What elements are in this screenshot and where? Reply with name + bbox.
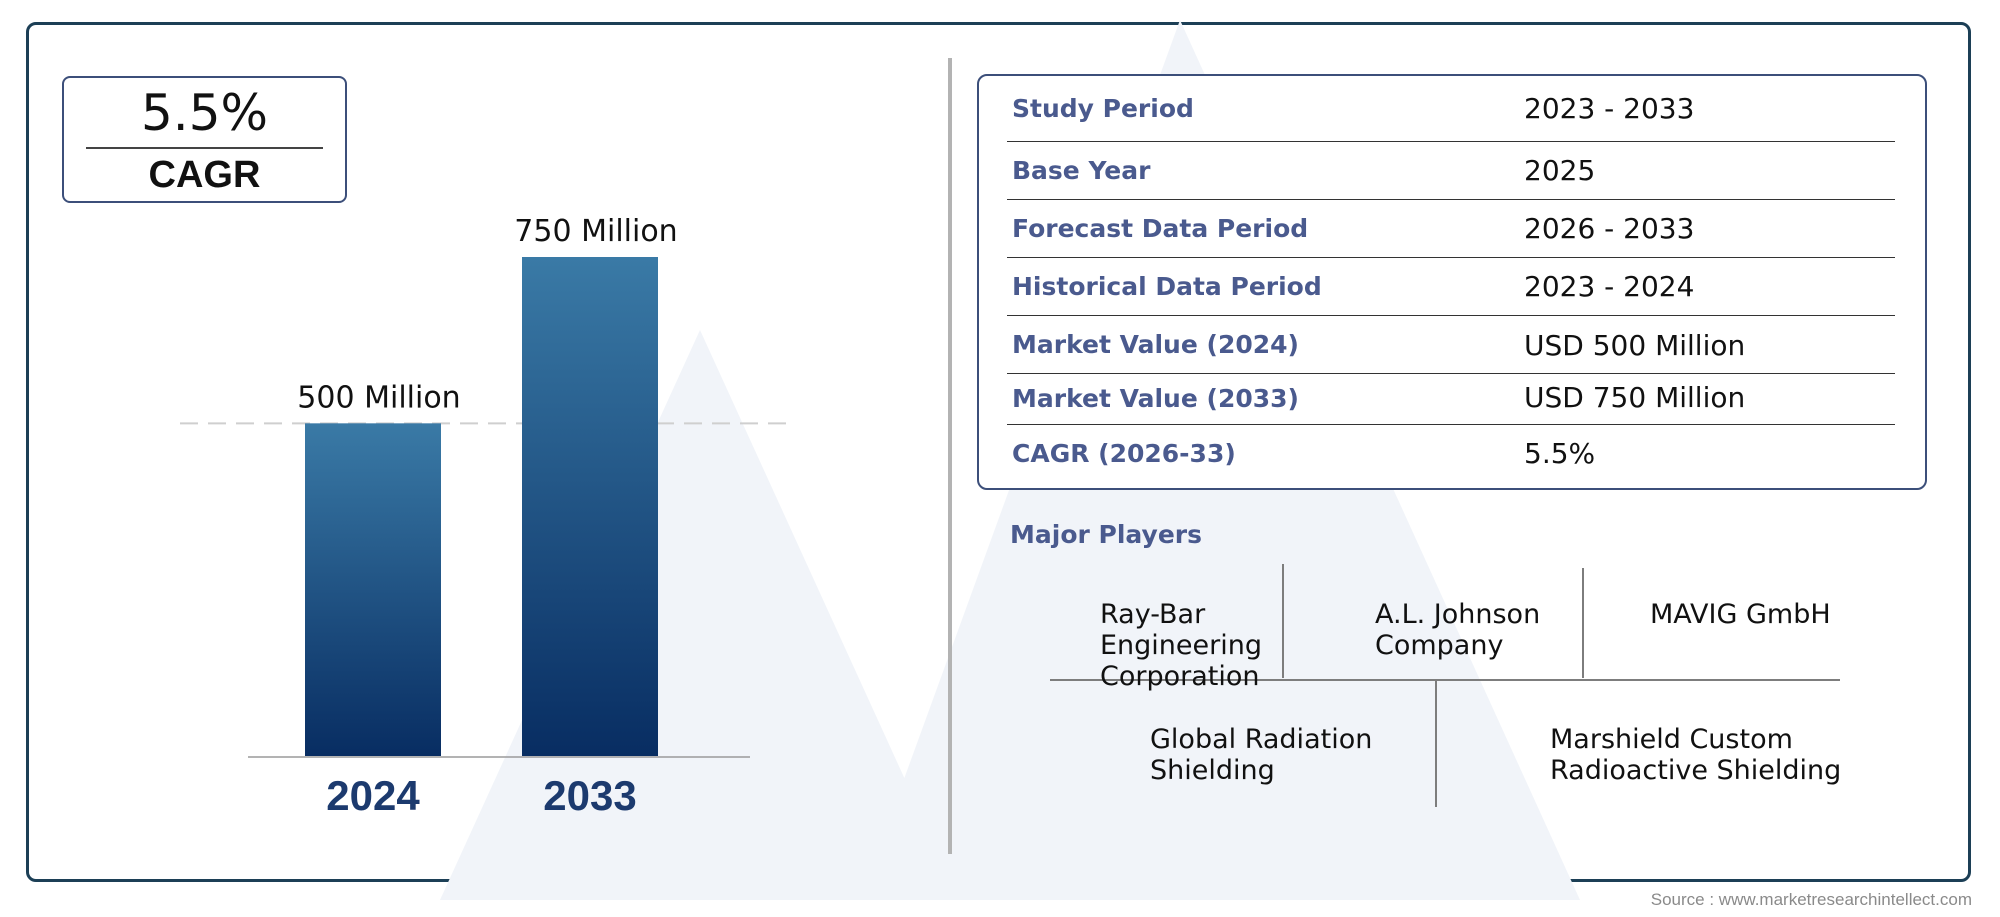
market-info-table: Study Period 2023 - 2033 Base Year 2025 … [977,74,1927,490]
cagr-box: 5.5% CAGR [62,76,347,203]
players-divider [1582,568,1584,678]
info-row-historical-period: Historical Data Period 2023 - 2024 [1007,258,1895,316]
info-row-market-value-2033: Market Value (2033) USD 750 Million [1007,374,1895,425]
info-value: 2026 - 2033 [1524,212,1695,245]
cagr-divider [86,147,323,149]
info-label: Forecast Data Period [1012,214,1309,243]
players-divider [1050,679,1840,681]
bar-2024 [305,423,441,756]
data-label: 500 Million [297,380,460,415]
players-divider [1282,564,1284,678]
info-label: Base Year [1012,156,1151,185]
players-divider [1435,681,1437,807]
info-row-study-period: Study Period 2023 - 2033 [1007,76,1895,142]
info-label: CAGR (2026-33) [1012,439,1236,468]
info-row-base-year: Base Year 2025 [1007,142,1895,200]
market-bar-chart: 500 Million 2024 750 Million 2033 [180,214,790,819]
info-row-forecast-period: Forecast Data Period 2026 - 2033 [1007,200,1895,258]
info-label: Study Period [1012,94,1194,123]
cagr-label: CAGR [148,154,261,196]
info-label: Historical Data Period [1012,272,1322,301]
bar-2033 [522,257,658,756]
info-value: 5.5% [1524,437,1596,470]
category-label: 2033 [543,772,636,819]
info-value: 2023 - 2024 [1524,270,1695,303]
category-label: 2024 [326,772,420,819]
info-value: 2025 [1524,154,1596,187]
info-value: 2023 - 2033 [1524,92,1695,125]
player-name: Global Radiation Shielding [1150,724,1373,786]
source-credit: Source : www.marketresearchintellect.com [1650,890,1972,909]
info-label: Market Value (2033) [1012,384,1299,413]
info-row-cagr: CAGR (2026-33) 5.5% [1007,425,1895,487]
player-name: Marshield Custom Radioactive Shielding [1550,724,1842,786]
player-name: Ray-Bar Engineering Corporation [1100,599,1262,692]
info-label: Market Value (2024) [1012,330,1299,359]
data-label: 750 Million [514,214,677,249]
major-players-title: Major Players [1010,520,1202,549]
info-row-market-value-2024: Market Value (2024) USD 500 Million [1007,316,1895,374]
player-name: A.L. Johnson Company [1375,599,1541,661]
info-value: USD 500 Million [1524,329,1746,362]
cagr-value: 5.5% [140,84,269,142]
player-name: MAVIG GmbH [1650,599,1831,630]
info-value: USD 750 Million [1524,381,1746,414]
panel-divider [948,58,952,854]
